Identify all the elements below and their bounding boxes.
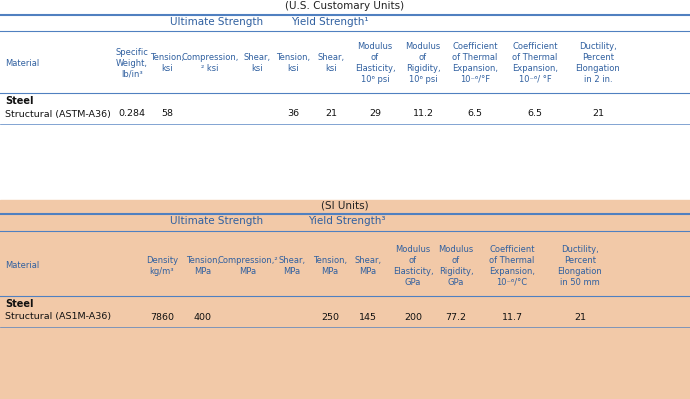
Text: Shear,
MPa: Shear, MPa <box>355 256 382 276</box>
Text: Modulus
of
Rigidity,
GPa: Modulus of Rigidity, GPa <box>438 245 473 286</box>
Text: 400: 400 <box>194 312 212 322</box>
Text: Steel: Steel <box>5 299 34 309</box>
Text: Material: Material <box>5 59 39 67</box>
Text: 21: 21 <box>592 109 604 119</box>
Text: 6.5: 6.5 <box>527 109 542 119</box>
Text: Tension,
MPa: Tension, MPa <box>313 256 347 276</box>
Text: 29: 29 <box>369 109 381 119</box>
Text: Coefficient
of Thermal
Expansion,
10⁻⁶/ °F: Coefficient of Thermal Expansion, 10⁻⁶/ … <box>512 42 558 84</box>
Text: Coefficient
of Thermal
Expansion,
10⁻⁶/°C: Coefficient of Thermal Expansion, 10⁻⁶/°… <box>489 245 535 286</box>
Text: Tension,
MPa: Tension, MPa <box>186 256 220 276</box>
Text: 250: 250 <box>321 312 339 322</box>
Text: Ductility,
Percent
Elongation
in 2 in.: Ductility, Percent Elongation in 2 in. <box>575 42 620 84</box>
Text: 6.5: 6.5 <box>468 109 482 119</box>
Text: 21: 21 <box>574 312 586 322</box>
Text: 77.2: 77.2 <box>446 312 466 322</box>
Text: Modulus
of
Rigidity,
10⁶ psi: Modulus of Rigidity, 10⁶ psi <box>406 42 441 84</box>
Text: Shear,
ksi: Shear, ksi <box>317 53 344 73</box>
Text: Compression,²
MPa: Compression,² MPa <box>217 256 278 276</box>
Text: Structural (AS1M-A36): Structural (AS1M-A36) <box>5 312 111 322</box>
Text: 145: 145 <box>359 312 377 322</box>
Text: 7860: 7860 <box>150 312 174 322</box>
Text: Material: Material <box>5 261 39 271</box>
Text: Modulus
of
Elasticity,
10⁶ psi: Modulus of Elasticity, 10⁶ psi <box>355 42 395 84</box>
Text: Compression,
² ksi: Compression, ² ksi <box>181 53 239 73</box>
Text: 36: 36 <box>287 109 299 119</box>
Text: Tension,
ksi: Tension, ksi <box>150 53 184 73</box>
Text: 11.2: 11.2 <box>413 109 433 119</box>
Text: Structural (ASTM-A36): Structural (ASTM-A36) <box>5 109 111 119</box>
Text: Shear,
ksi: Shear, ksi <box>244 53 270 73</box>
Text: Ultimate Strength: Ultimate Strength <box>170 216 264 226</box>
Text: 58: 58 <box>161 109 173 119</box>
Text: 200: 200 <box>404 312 422 322</box>
Text: 0.284: 0.284 <box>119 109 146 119</box>
Bar <box>0 200 690 399</box>
Text: (U.S. Customary Units): (U.S. Customary Units) <box>286 1 404 11</box>
Text: 11.7: 11.7 <box>502 312 522 322</box>
Bar <box>0 0 690 200</box>
Text: Modulus
of
Elasticity,
GPa: Modulus of Elasticity, GPa <box>393 245 433 286</box>
Text: 21: 21 <box>325 109 337 119</box>
Text: Specific
Weight,
lb/in³: Specific Weight, lb/in³ <box>115 48 148 78</box>
Text: Yield Strength¹: Yield Strength¹ <box>291 17 369 27</box>
Text: Tension,
ksi: Tension, ksi <box>276 53 310 73</box>
Text: Steel: Steel <box>5 96 34 106</box>
Text: Ultimate Strength: Ultimate Strength <box>170 17 264 27</box>
Text: Shear,
MPa: Shear, MPa <box>279 256 306 276</box>
Text: Density
kg/m³: Density kg/m³ <box>146 256 178 276</box>
Text: (SI Units): (SI Units) <box>321 200 369 210</box>
Text: Yield Strength³: Yield Strength³ <box>308 216 386 226</box>
Text: Coefficient
of Thermal
Expansion,
10⁻⁶/°F: Coefficient of Thermal Expansion, 10⁻⁶/°… <box>452 42 498 84</box>
Text: Ductility,
Percent
Elongation
in 50 mm: Ductility, Percent Elongation in 50 mm <box>558 245 602 286</box>
